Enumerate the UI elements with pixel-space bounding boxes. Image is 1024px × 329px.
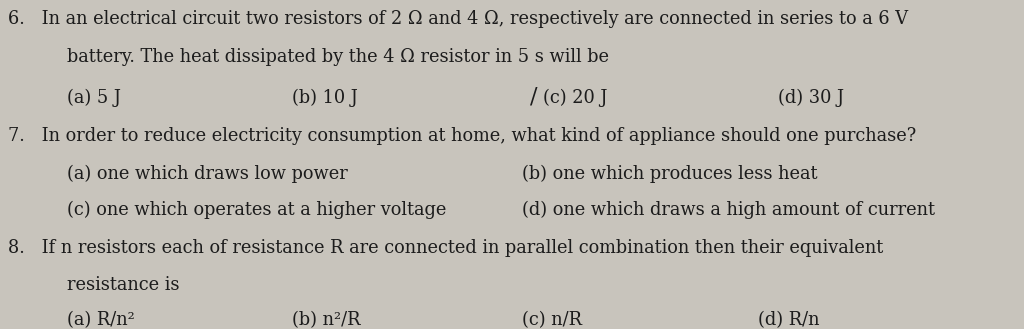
- Text: (b) n²/R: (b) n²/R: [292, 311, 360, 329]
- Text: (c) one which operates at a higher voltage: (c) one which operates at a higher volta…: [67, 201, 445, 219]
- Text: 6.   In an electrical circuit two resistors of 2 Ω and 4 Ω, respectively are con: 6. In an electrical circuit two resistor…: [8, 10, 908, 28]
- Text: 7.   In order to reduce electricity consumption at home, what kind of appliance : 7. In order to reduce electricity consum…: [8, 127, 916, 145]
- Text: 8.   If n resistors each of resistance R are connected in parallel combination t: 8. If n resistors each of resistance R a…: [8, 239, 884, 257]
- Text: /: /: [530, 86, 538, 108]
- Text: (a) R/n²: (a) R/n²: [67, 311, 134, 329]
- Text: (c) n/R: (c) n/R: [522, 311, 583, 329]
- Text: (c) 20 J: (c) 20 J: [543, 89, 607, 107]
- Text: (d) R/n: (d) R/n: [758, 311, 819, 329]
- Text: (a) 5 J: (a) 5 J: [67, 89, 121, 107]
- Text: resistance is: resistance is: [67, 276, 179, 294]
- Text: (b) 10 J: (b) 10 J: [292, 89, 357, 107]
- Text: (a) one which draws low power: (a) one which draws low power: [67, 164, 347, 183]
- Text: battery. The heat dissipated by the 4 Ω resistor in 5 s will be: battery. The heat dissipated by the 4 Ω …: [67, 48, 608, 66]
- Text: (d) one which draws a high amount of current: (d) one which draws a high amount of cur…: [522, 201, 935, 219]
- Text: (b) one which produces less heat: (b) one which produces less heat: [522, 164, 818, 183]
- Text: (d) 30 J: (d) 30 J: [778, 89, 845, 107]
